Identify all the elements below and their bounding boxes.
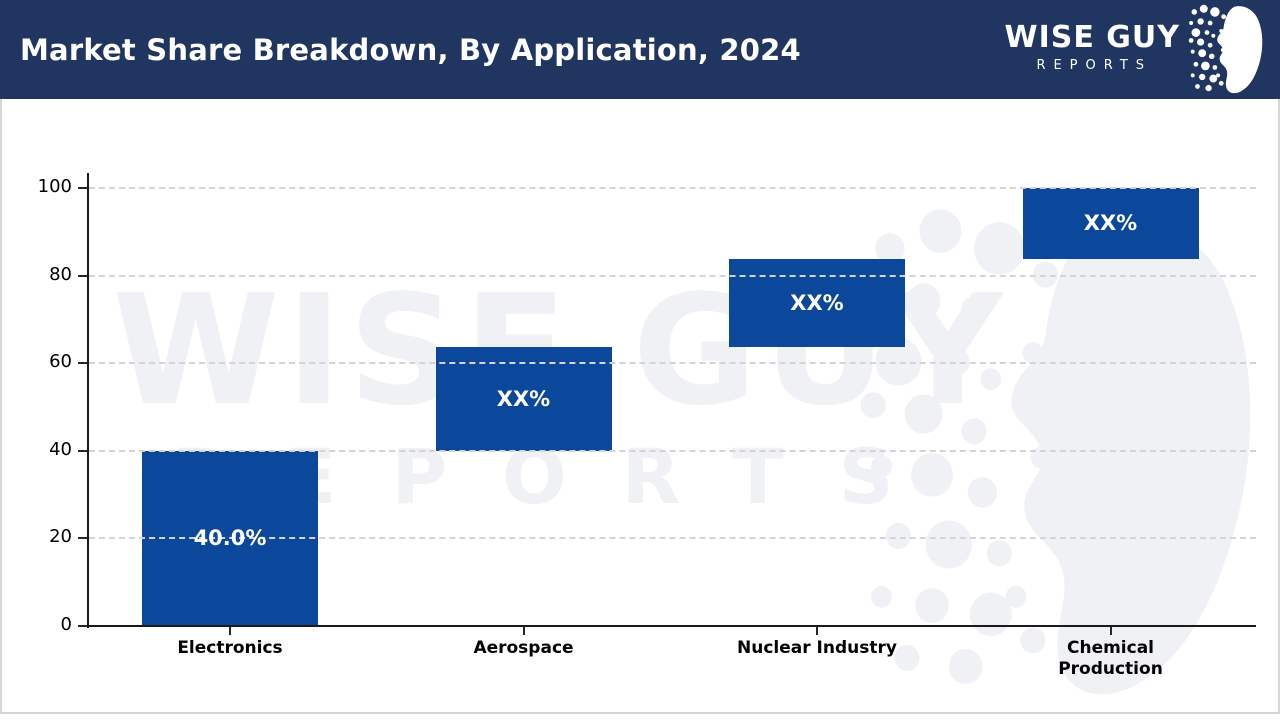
bar-value-label: 40.0% [193,526,267,551]
y-tick [78,274,88,277]
logo-subtitle: REPORTS [1036,58,1153,73]
y-tick [78,362,88,365]
x-category-label: Chemical Production [1058,638,1163,679]
bar-chemical-production [1022,188,1199,259]
logo-text: WISE GUY REPORTS [1004,20,1180,73]
y-axis-line [87,173,89,628]
y-tick-label: 0 [60,614,72,635]
bar-nuclear-industry [729,258,905,348]
x-category-label: Nuclear Industry [737,638,897,658]
y-tick [78,537,88,540]
gridline-40 [89,449,1256,452]
bar-value-label: XX% [496,387,551,412]
logo-wordmark: WISE GUY [1004,20,1180,55]
bar-value-label: XX% [790,291,844,316]
wiseguy-logo: WISE GUY REPORTS [1004,0,1270,99]
header-bar: Market Share Breakdown, By Application, … [0,0,1280,99]
y-tick [78,187,88,189]
y-tick-label: 40 [49,438,72,460]
y-tick-label: 100 [37,176,72,197]
x-tick [522,627,525,635]
y-tick-label: 20 [49,526,72,548]
y-tick-label: 60 [49,351,72,373]
gridline-20 [89,537,1256,540]
x-axis-line [87,625,1256,627]
x-tick [816,627,818,635]
logo-face-icon [1182,4,1270,96]
watermark-face-icon [848,205,1268,710]
gridline-80 [89,274,1256,277]
y-tick [78,625,88,627]
page-title: Market Share Breakdown, By Application, … [20,33,801,67]
y-tick-label: 80 [49,263,72,285]
x-category-label: Aerospace [473,638,574,658]
bar-value-label: XX% [1083,211,1138,236]
gridline-60 [89,362,1256,365]
x-category-label: Electronics [177,638,283,658]
y-tick [78,449,88,452]
gridline-100 [89,187,1256,189]
x-tick [229,627,231,635]
bar-aerospace [435,347,612,451]
x-tick [1109,627,1112,635]
